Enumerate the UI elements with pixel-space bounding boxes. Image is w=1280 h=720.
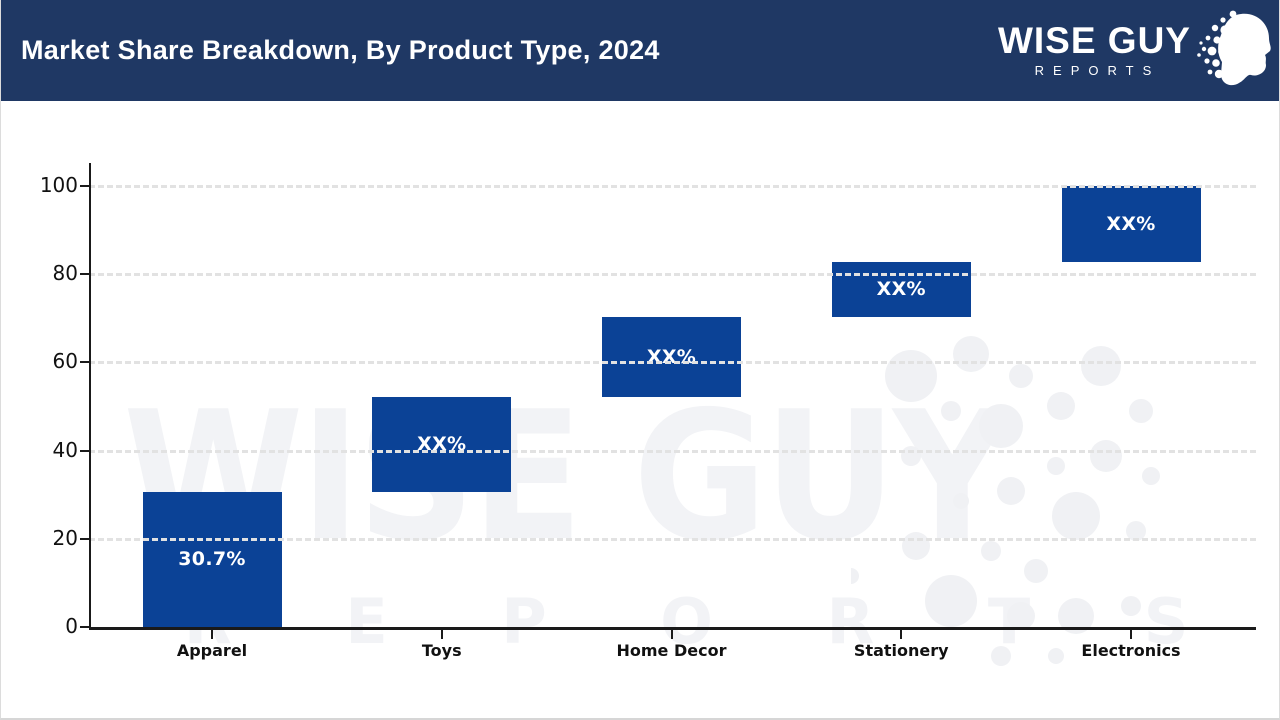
y-tick-80	[80, 273, 89, 276]
x-tick-2	[670, 630, 673, 639]
x-category-label: Home Decor	[616, 641, 727, 660]
x-tick-0	[211, 630, 213, 639]
logo-wordmark-line2: REPORTS	[1034, 62, 1161, 78]
chart-area: WISE GUY R E P O R T S 30.7% XX% XX% XX% XX%…	[1, 101, 1279, 718]
bar-electronics: XX%	[1061, 186, 1201, 263]
bar-toys: XX%	[372, 397, 512, 492]
gridline-100	[89, 185, 1256, 188]
x-category-label: Stationery	[853, 641, 949, 660]
y-tick-label-20: 20	[52, 525, 78, 550]
y-tick-label-80: 80	[52, 261, 78, 286]
logo-wordmark: WISE GUY REPORTS	[997, 20, 1191, 78]
logo-wordmark-line1: WISE GUY	[997, 20, 1191, 62]
y-tick-label-0: 0	[65, 614, 78, 638]
gridline-40	[89, 449, 1256, 453]
gridline-80	[89, 273, 1256, 277]
y-tick-0	[80, 626, 89, 628]
y-axis-line	[89, 163, 91, 629]
y-tick-20	[80, 537, 89, 540]
x-category-label: Apparel	[176, 641, 248, 660]
wiseguy-logo: WISE GUY REPORTS	[998, 8, 1273, 92]
bar-value-label: XX%	[646, 345, 697, 368]
x-tick-1	[440, 630, 443, 639]
x-tick-4	[1130, 630, 1132, 639]
bar-value-label: XX%	[1106, 213, 1156, 236]
y-tick-100	[80, 185, 89, 187]
x-axis-line	[89, 627, 1256, 630]
header-bar: Market Share Breakdown, By Product Type,…	[1, 0, 1279, 101]
bar-home-decor: XX%	[602, 316, 741, 398]
bar-value-label: 30.7%	[178, 548, 246, 571]
bar-value-label: XX%	[876, 278, 926, 301]
y-tick-label-100: 100	[39, 173, 78, 197]
y-tick-60	[80, 361, 89, 364]
page-title: Market Share Breakdown, By Product Type,…	[21, 35, 660, 65]
x-category-label: Toys	[421, 641, 462, 660]
logo-face-icon	[1197, 10, 1271, 86]
x-tick-3	[900, 630, 903, 639]
y-tick-40	[80, 449, 89, 452]
bar-apparel: 30.7%	[142, 491, 282, 627]
y-tick-label-60: 60	[52, 349, 78, 374]
gridline-20	[89, 537, 1256, 541]
bar-stationery: XX%	[831, 262, 971, 317]
x-category-label: Electronics	[1081, 641, 1181, 660]
y-tick-label-40: 40	[52, 437, 78, 462]
gridline-60	[89, 361, 1256, 365]
watermark-face-icon	[851, 336, 1160, 666]
